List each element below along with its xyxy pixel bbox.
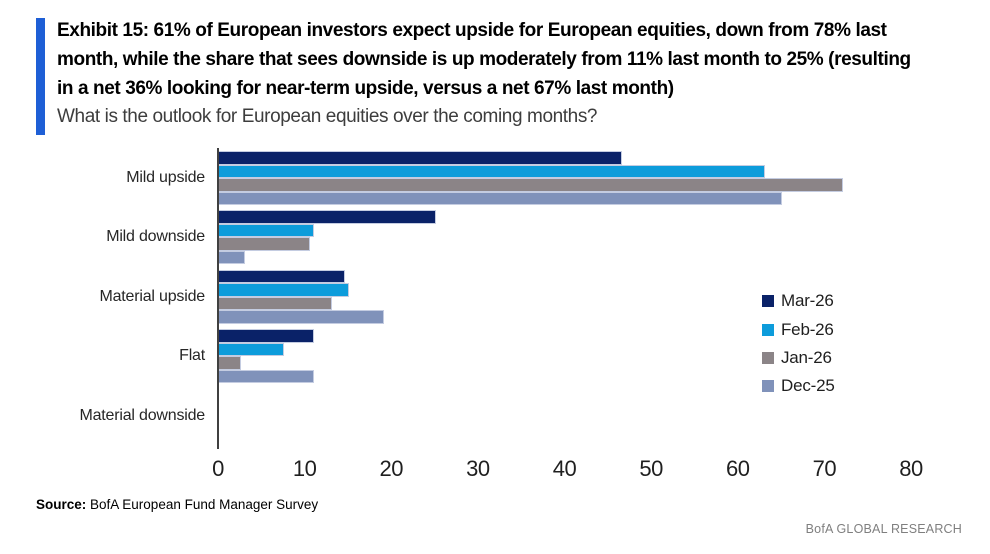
bar-feb-26-mild-upside xyxy=(219,164,765,178)
x-axis-tick-labels: 0 10 20 30 40 50 60 70 80 xyxy=(212,456,923,482)
title-block: Exhibit 15: 61% of European investors ex… xyxy=(57,16,972,131)
bar-dec-25-flat xyxy=(219,369,315,384)
title-accent-bar xyxy=(36,18,45,135)
legend-swatch-icon xyxy=(762,380,774,393)
legend-label: Mar-26 xyxy=(781,291,834,311)
category-axis-labels: Mild upside Mild downside Material upside F… xyxy=(0,148,205,445)
source-line: Source: BofA European Fund Manager Surve… xyxy=(36,497,318,512)
category-label-mild-downside: Mild downside xyxy=(106,228,205,246)
x-tick-label-30: 30 xyxy=(466,456,490,481)
bar-jan-26-mild-downside xyxy=(219,237,310,251)
bar-jan-26-flat xyxy=(219,356,241,370)
category-label-mild-upside: Mild upside xyxy=(126,169,205,186)
chart-legend: Mar-26 Feb-26 Jan-26 Dec-25 xyxy=(762,287,835,401)
x-tick-label-60: 60 xyxy=(726,456,750,481)
legend-swatch-icon xyxy=(762,295,774,308)
x-tick-label-70: 70 xyxy=(812,456,837,481)
x-tick-label-40: 40 xyxy=(552,456,577,481)
source-text: BofA European Fund Manager Survey xyxy=(86,497,319,512)
bofa-global-research-brand: BofA GLOBAL RESEARCH xyxy=(805,522,962,536)
bar-mar-26-mild-downside xyxy=(219,210,436,224)
source-label: Source: xyxy=(36,497,87,512)
x-tick-label-10: 10 xyxy=(292,456,317,481)
x-tick-label-20: 20 xyxy=(379,456,404,481)
category-label-material-downside: Material downside xyxy=(79,406,205,424)
bar-mar-26-mild-upside xyxy=(219,151,622,165)
x-tick-label-80: 80 xyxy=(899,456,923,481)
legend-label: Feb-26 xyxy=(781,319,834,339)
bar-group-flat xyxy=(219,326,912,385)
legend-swatch-icon xyxy=(762,351,774,364)
bar-jan-26-material-upside xyxy=(219,296,332,311)
bar-group-mild-downside xyxy=(219,207,912,266)
bar-dec-25-mild-upside xyxy=(219,191,783,205)
bar-feb-26-mild-downside xyxy=(219,223,315,238)
category-label-material-upside: Material upside xyxy=(99,287,205,305)
x-tick-label-50: 50 xyxy=(639,456,663,481)
bar-mar-26-material-upside xyxy=(219,269,345,284)
legend-entry-feb-26: Feb-26 xyxy=(762,315,835,343)
plot-area xyxy=(219,148,912,445)
legend-entry-mar-26: Mar-26 xyxy=(762,287,835,315)
category-label-flat: Flat xyxy=(179,347,205,365)
exhibit-title-line-2: month, while the share that sees downsid… xyxy=(57,49,911,70)
x-tick-label-0: 0 xyxy=(212,456,224,481)
bar-group-mild-upside xyxy=(219,148,912,207)
legend-entry-jan-26: Jan-26 xyxy=(762,344,835,372)
exhibit-title-line-3: in a net 36% looking for near-term upsid… xyxy=(57,78,674,99)
bar-mar-26-flat xyxy=(219,329,315,343)
legend-swatch-icon xyxy=(762,323,774,336)
bar-feb-26-material-upside xyxy=(219,283,349,297)
chart-subtitle: What is the outlook for European equitie… xyxy=(57,106,598,127)
legend-entry-dec-25: Dec-25 xyxy=(762,372,835,400)
bar-feb-26-flat xyxy=(219,342,284,357)
exhibit-title-line-1: Exhibit 15: 61% of European investors ex… xyxy=(57,20,887,41)
bar-dec-25-material-upside xyxy=(219,310,384,324)
bar-group-material-upside xyxy=(219,267,912,326)
bar-dec-25-mild-downside xyxy=(219,250,245,265)
y-axis-line xyxy=(217,148,219,449)
legend-label: Jan-26 xyxy=(781,347,832,367)
bar-jan-26-mild-upside xyxy=(219,178,843,192)
legend-label: Dec-25 xyxy=(781,376,835,396)
